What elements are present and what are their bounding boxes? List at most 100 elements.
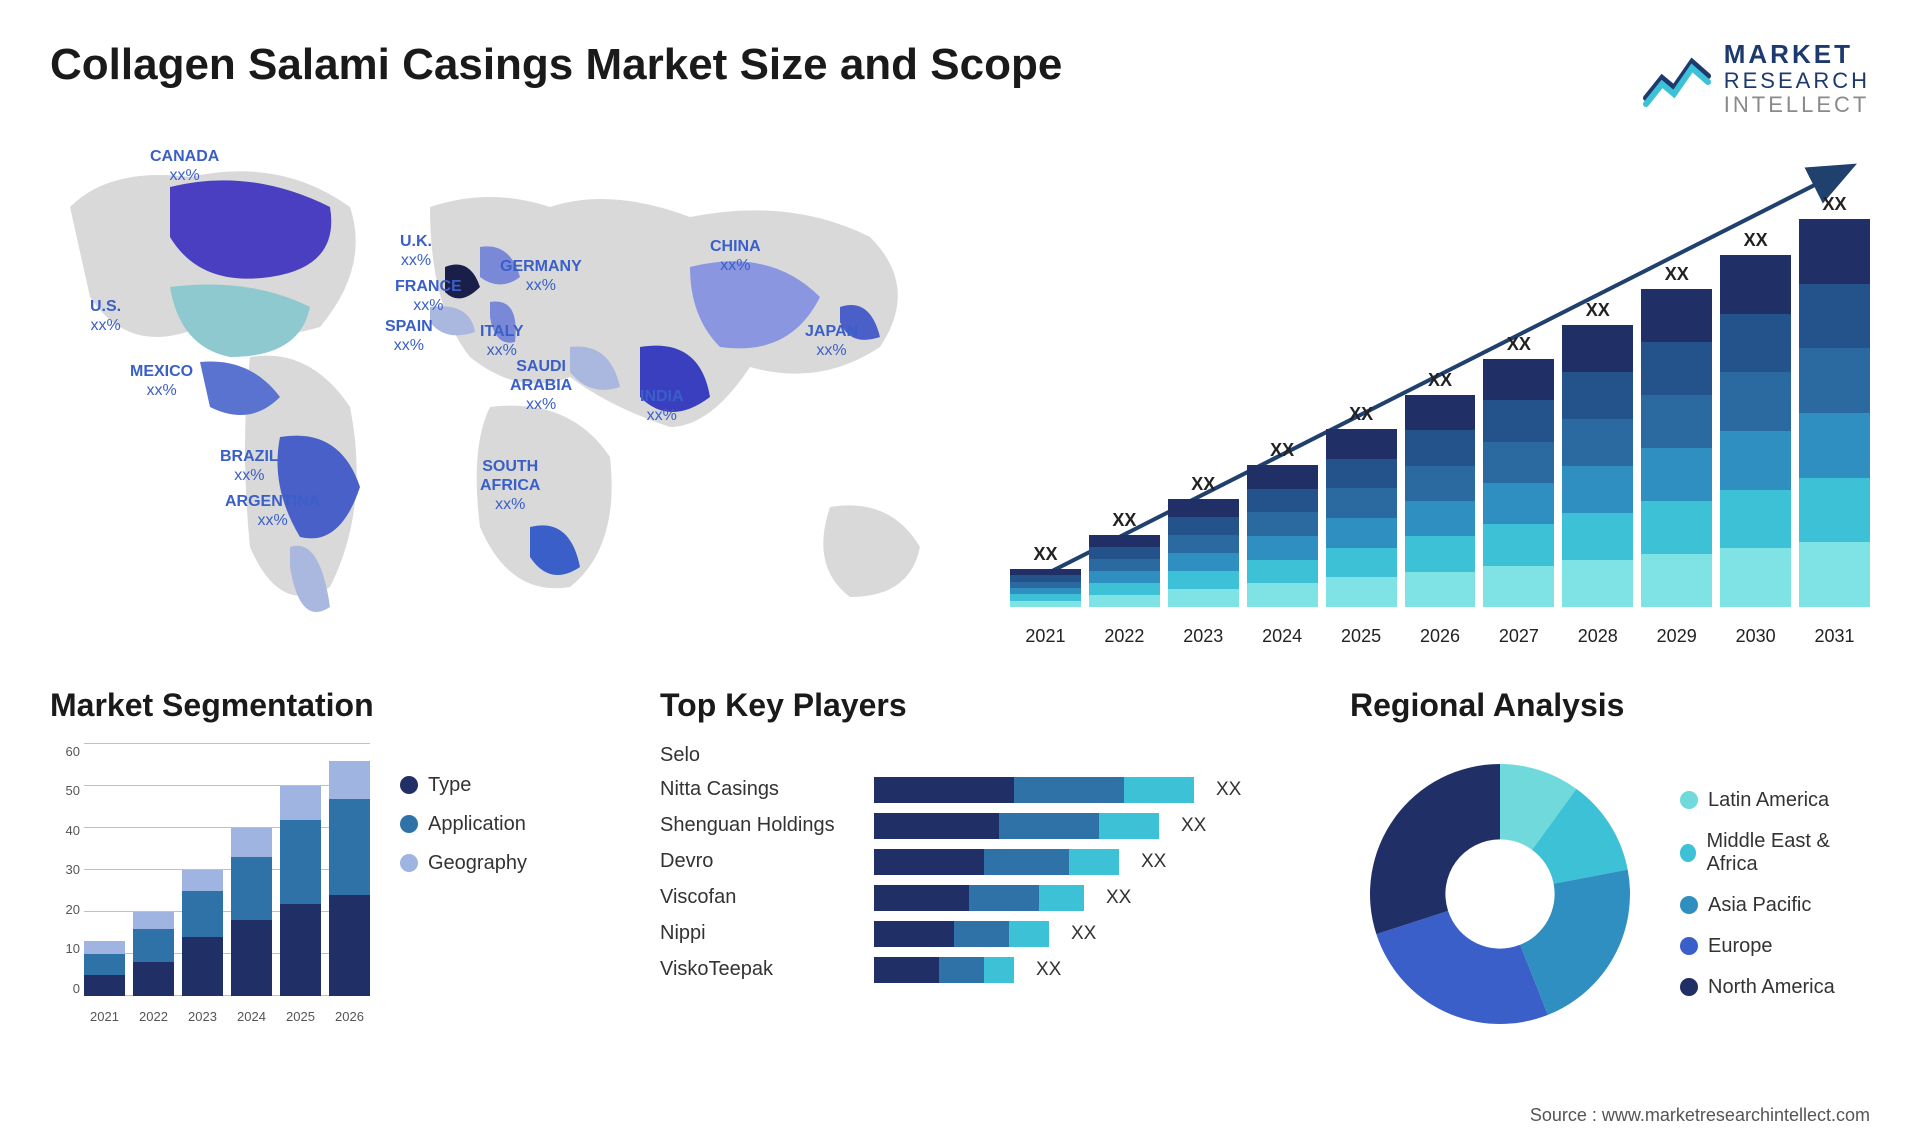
key-player-row: Nitta CasingsXX <box>660 777 1300 803</box>
seg-bar-2024 <box>231 828 272 996</box>
seg-year-label: 2026 <box>329 1009 370 1024</box>
map-label-canada: CANADAxx% <box>150 147 219 185</box>
map-label-brazil: BRAZILxx% <box>220 447 279 485</box>
seg-year-label: 2025 <box>280 1009 321 1024</box>
key-player-name: Nippi <box>660 922 860 945</box>
map-label-mexico: MEXICOxx% <box>130 362 193 400</box>
key-player-name: Selo <box>660 744 860 767</box>
map-label-india: INDIAxx% <box>640 387 684 425</box>
growth-bar-label: XX <box>1507 334 1531 355</box>
key-player-row: Selo <box>660 744 1300 767</box>
key-player-bar <box>874 957 1014 983</box>
map-label-germany: GERMANYxx% <box>500 257 582 295</box>
legend-dot-icon <box>1680 937 1698 955</box>
seg-ytick: 60 <box>50 744 80 759</box>
key-player-value: XX <box>1106 887 1131 909</box>
growth-bar-label: XX <box>1112 510 1136 531</box>
seg-bar-2025 <box>280 786 321 996</box>
regional-legend-item: Europe <box>1680 935 1870 958</box>
growth-bar-2024: XX <box>1247 440 1318 607</box>
segmentation-legend: Type Application Geography <box>400 744 527 1024</box>
world-map: CANADAxx%U.S.xx%MEXICOxx%BRAZILxx%ARGENT… <box>50 147 970 647</box>
map-label-argentina: ARGENTINAxx% <box>225 492 320 530</box>
growth-bar-2023: XX <box>1168 474 1239 607</box>
logo-text-1: MARKET <box>1724 40 1870 69</box>
growth-bar-label: XX <box>1349 404 1373 425</box>
donut-slice <box>1376 911 1547 1024</box>
key-players-panel: Top Key Players Selo Nitta CasingsXX Sheng… <box>660 687 1300 1044</box>
seg-year-label: 2023 <box>182 1009 223 1024</box>
logo: MARKET RESEARCH INTELLECT <box>1642 40 1870 117</box>
seg-legend-item: Application <box>400 813 527 836</box>
legend-dot-icon <box>400 815 418 833</box>
legend-label: North America <box>1708 976 1835 999</box>
page-title: Collagen Salami Casings Market Size and … <box>50 40 1062 90</box>
key-player-bar <box>874 885 1084 911</box>
legend-label: Middle East & Africa <box>1706 830 1870 876</box>
key-player-name: Viscofan <box>660 886 860 909</box>
seg-ytick: 0 <box>50 981 80 996</box>
growth-year-label: 2023 <box>1168 626 1239 647</box>
key-player-value: XX <box>1071 923 1096 945</box>
growth-bar-2022: XX <box>1089 510 1160 607</box>
growth-year-label: 2022 <box>1089 626 1160 647</box>
growth-bar-label: XX <box>1191 474 1215 495</box>
key-player-bar <box>874 777 1194 803</box>
regional-legend-item: Latin America <box>1680 789 1870 812</box>
key-player-value: XX <box>1036 959 1061 981</box>
key-player-bar <box>874 849 1119 875</box>
seg-year-label: 2022 <box>133 1009 174 1024</box>
growth-year-label: 2030 <box>1720 626 1791 647</box>
seg-ytick: 20 <box>50 902 80 917</box>
growth-bar-label: XX <box>1428 370 1452 391</box>
logo-icon <box>1642 48 1712 108</box>
map-label-china: CHINAxx% <box>710 237 761 275</box>
growth-bar-2025: XX <box>1326 404 1397 607</box>
legend-label: Application <box>428 813 526 836</box>
legend-dot-icon <box>1680 978 1698 996</box>
map-label-south-africa: SOUTHAFRICAxx% <box>480 457 540 515</box>
map-label-italy: ITALYxx% <box>480 322 524 360</box>
regional-title: Regional Analysis <box>1350 687 1870 724</box>
key-player-value: XX <box>1216 779 1241 801</box>
legend-dot-icon <box>1680 844 1696 862</box>
key-player-bar <box>874 921 1049 947</box>
legend-label: Geography <box>428 852 527 875</box>
growth-bar-2026: XX <box>1405 370 1476 607</box>
growth-year-label: 2021 <box>1010 626 1081 647</box>
seg-year-label: 2024 <box>231 1009 272 1024</box>
map-label-spain: SPAINxx% <box>385 317 433 355</box>
legend-dot-icon <box>400 854 418 872</box>
legend-label: Type <box>428 774 471 797</box>
growth-year-label: 2026 <box>1405 626 1476 647</box>
seg-legend-item: Type <box>400 774 527 797</box>
segmentation-title: Market Segmentation <box>50 687 610 724</box>
key-player-row: Viscofan XX <box>660 885 1300 911</box>
key-player-row: Shenguan HoldingsXX <box>660 813 1300 839</box>
growth-bar-label: XX <box>1270 440 1294 461</box>
seg-ytick: 30 <box>50 862 80 877</box>
key-player-name: Devro <box>660 850 860 873</box>
growth-year-label: 2031 <box>1799 626 1870 647</box>
regional-legend-item: Asia Pacific <box>1680 894 1870 917</box>
key-player-row: Nippi XX <box>660 921 1300 947</box>
seg-bar-2023 <box>182 870 223 996</box>
legend-label: Latin America <box>1708 789 1829 812</box>
regional-legend-item: Middle East & Africa <box>1680 830 1870 876</box>
growth-bar-2031: XX <box>1799 194 1870 607</box>
growth-year-label: 2029 <box>1641 626 1712 647</box>
logo-text-2: RESEARCH <box>1724 69 1870 93</box>
key-players-title: Top Key Players <box>660 687 1300 724</box>
segmentation-panel: Market Segmentation 0102030405060 202120… <box>50 687 610 1044</box>
legend-dot-icon <box>1680 791 1698 809</box>
seg-ytick: 40 <box>50 823 80 838</box>
growth-bar-label: XX <box>1586 300 1610 321</box>
regional-donut <box>1350 744 1650 1044</box>
regional-legend: Latin America Middle East & Africa Asia Pa… <box>1680 789 1870 999</box>
regional-legend-item: North America <box>1680 976 1870 999</box>
key-player-row: DevroXX <box>660 849 1300 875</box>
key-player-name: Shenguan Holdings <box>660 814 860 837</box>
map-label-france: FRANCExx% <box>395 277 462 315</box>
growth-bar-2030: XX <box>1720 230 1791 607</box>
growth-year-label: 2028 <box>1562 626 1633 647</box>
